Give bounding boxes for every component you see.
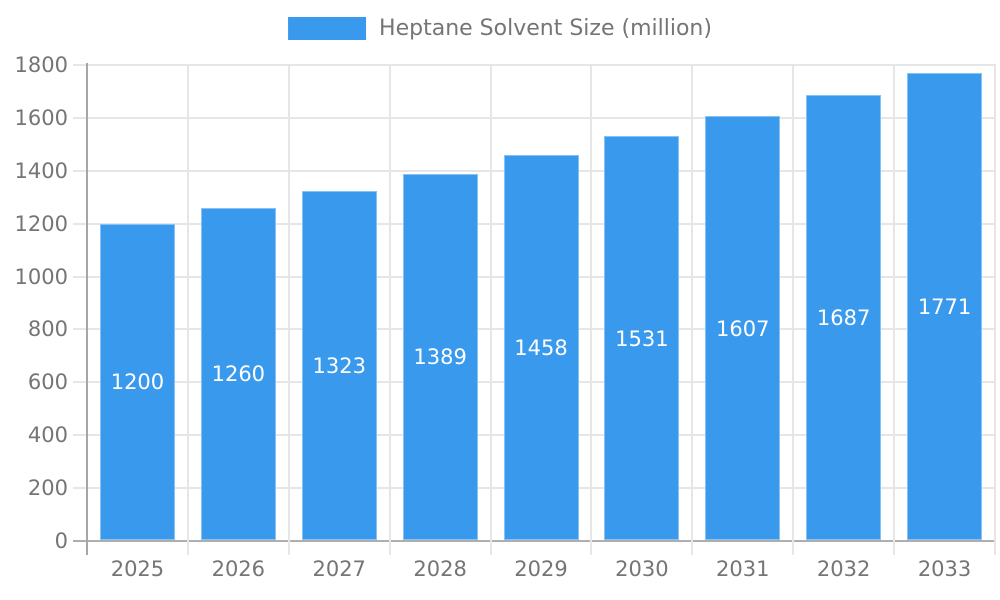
- legend-swatch: [288, 17, 367, 40]
- bar-value-label: 1771: [917, 294, 972, 319]
- bar-2026[interactable]: [200, 207, 276, 540]
- bar-2033[interactable]: [907, 72, 983, 540]
- x-axis-tick-label: 2030: [615, 557, 669, 581]
- x-axis-tick-label: 2025: [110, 557, 165, 581]
- chart-legend[interactable]: Heptane Solvent Size (million): [288, 16, 712, 41]
- x-gridline: [590, 65, 593, 555]
- x-gridline: [287, 65, 290, 555]
- y-axis-tick-label: 600: [27, 370, 68, 395]
- y-axis-tick-label: 400: [27, 423, 68, 448]
- x-axis-tick-label: 2033: [917, 557, 972, 581]
- bar-value-label: 1260: [211, 362, 266, 387]
- x-axis-tick-label: 2031: [716, 557, 770, 581]
- bar-2027[interactable]: [301, 191, 377, 540]
- bar-2028[interactable]: [402, 173, 478, 540]
- x-gridline: [994, 65, 996, 555]
- y-gridline: [73, 116, 996, 119]
- bar-value-label: 1323: [312, 354, 366, 379]
- bar-value-label: 1531: [615, 326, 669, 351]
- bar-2032[interactable]: [806, 94, 882, 540]
- bar-2025[interactable]: [99, 223, 175, 540]
- x-axis-tick-label: 2028: [413, 557, 467, 581]
- y-axis-tick-label: 1200: [14, 211, 68, 236]
- x-gridline: [893, 65, 896, 555]
- y-axis-tick-label: 800: [27, 317, 68, 342]
- legend-label: Heptane Solvent Size (million): [379, 16, 712, 41]
- x-gridline: [489, 65, 492, 555]
- bar-2030[interactable]: [604, 136, 680, 540]
- bar-value-label: 1687: [816, 305, 871, 330]
- x-axis-tick-label: 2029: [514, 557, 568, 581]
- x-gridline: [691, 65, 694, 555]
- bar-2031[interactable]: [705, 116, 781, 540]
- y-axis-tick-label: 0: [54, 529, 68, 553]
- y-axis-line: [86, 63, 88, 555]
- bar-value-label: 1389: [413, 345, 467, 370]
- x-gridline: [792, 65, 795, 555]
- x-axis-tick-label: 2032: [816, 557, 871, 581]
- y-gridline: [73, 64, 996, 66]
- bar-value-label: 1200: [110, 370, 165, 395]
- x-axis-tick-label: 2027: [312, 557, 366, 581]
- bar-value-label: 1458: [514, 336, 568, 361]
- bar-2029[interactable]: [503, 155, 579, 540]
- x-gridline: [186, 65, 189, 555]
- y-axis-tick-label: 1800: [14, 53, 68, 77]
- y-axis-tick-label: 200: [27, 476, 68, 501]
- x-axis-tick-label: 2026: [211, 557, 266, 581]
- y-axis-tick-label: 1400: [14, 158, 68, 183]
- x-axis-line: [73, 540, 996, 542]
- x-gridline: [388, 65, 391, 555]
- bar-value-label: 1607: [716, 316, 770, 341]
- y-axis-tick-label: 1600: [14, 105, 68, 130]
- y-axis-tick-label: 1000: [14, 264, 68, 289]
